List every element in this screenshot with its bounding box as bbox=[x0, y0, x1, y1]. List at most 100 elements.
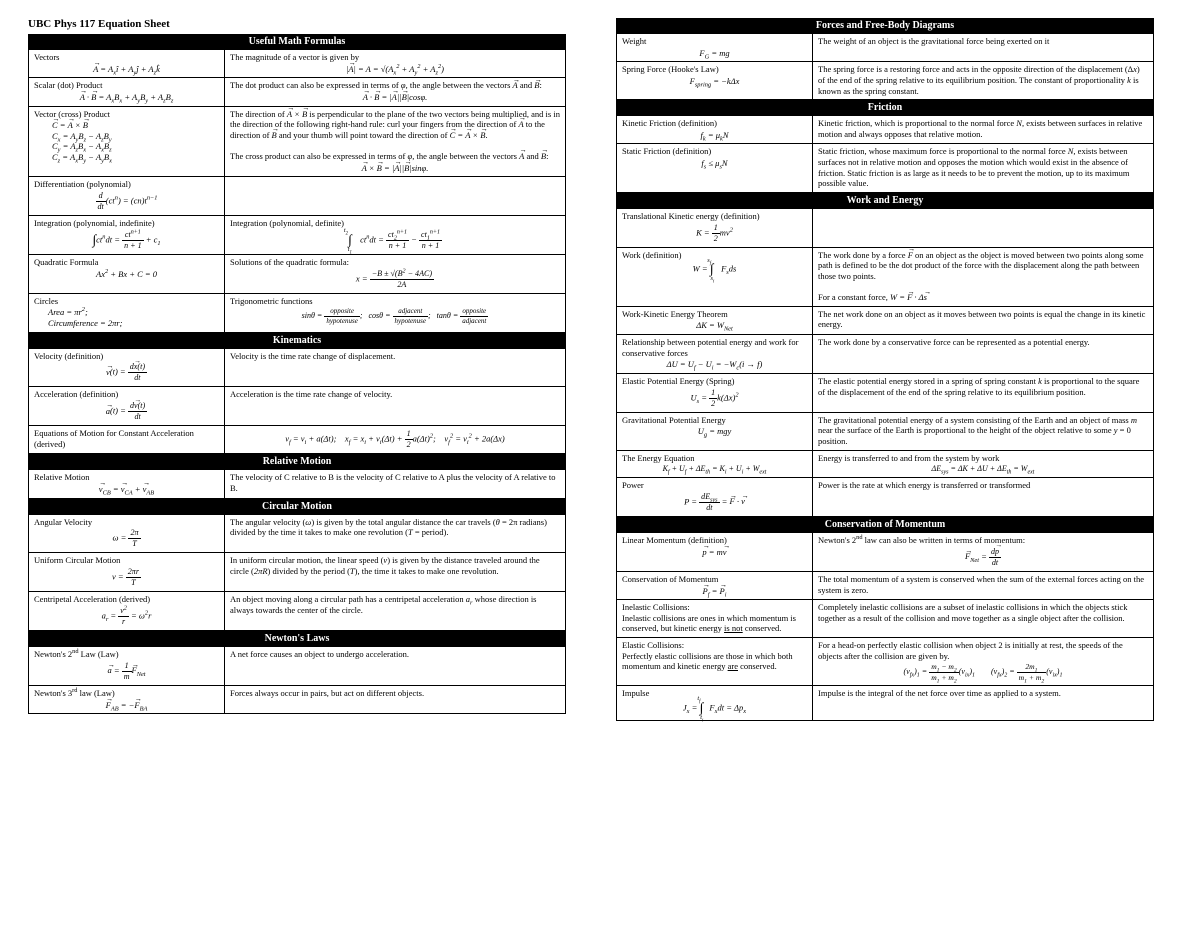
formula: A · B = AxBx + AyBy + AzBz bbox=[34, 92, 219, 103]
desc: Velocity is the time rate change of disp… bbox=[225, 349, 565, 387]
formula: FG = mg bbox=[622, 48, 807, 59]
label: Relationship between potential energy an… bbox=[622, 337, 798, 358]
formula: Fspring = −kΔx bbox=[622, 76, 807, 87]
desc: The total momentum of a system is conser… bbox=[813, 572, 1153, 599]
formula: ∫ctndt = ctn+1n + 1 + c1 bbox=[34, 230, 219, 251]
formula: x = −B ± √(B2 − 4AC)2A bbox=[230, 269, 560, 290]
label: Gravitational Potential Energy bbox=[622, 415, 726, 425]
desc: Static friction, whose maximum force is … bbox=[813, 144, 1153, 192]
formula: vf = vi + a(Δt); xf = xi + vi(Δt) + 12a(… bbox=[230, 429, 560, 450]
label: The Energy Equation bbox=[622, 453, 695, 463]
row-vel: Velocity (definition) v(t) = dx(t)dt Vel… bbox=[28, 349, 566, 388]
label: Linear Momentum (definition) bbox=[622, 535, 727, 545]
desc: An object moving along a circular path h… bbox=[225, 592, 565, 630]
label: Newton's 2nd Law (Law) bbox=[34, 649, 119, 659]
formula: ω = 2πT bbox=[34, 528, 219, 549]
formula: ∫t1t2ctndt = ct2n+1n + 1 − ct1n+1n + 1 bbox=[230, 230, 560, 251]
row-diff: Differentiation (polynomial) ddt(ctn) = … bbox=[28, 177, 566, 216]
formula: Kf + Uf + ΔEth = Ki + Ui + Wext bbox=[622, 464, 807, 474]
formula: Ug = mgy bbox=[622, 426, 807, 437]
row-quad: Quadratic Formula Ax2 + Bx + C = 0 Solut… bbox=[28, 255, 566, 294]
section-math: Useful Math Formulas bbox=[28, 34, 566, 50]
row-pe: Relationship between potential energy an… bbox=[616, 335, 1154, 374]
desc: For a head-on perfectly elastic collisio… bbox=[818, 640, 1123, 661]
desc: Acceleration is the time rate change of … bbox=[225, 387, 565, 425]
desc: The gravitational potential energy of a … bbox=[813, 413, 1153, 450]
row-mom: Linear Momentum (definition) p = mv Newt… bbox=[616, 533, 1154, 572]
label: Newton's 3rd law (Law) bbox=[34, 688, 115, 698]
desc: The spring force is a restoring force an… bbox=[813, 62, 1153, 99]
row-kf: Kinetic Friction (definition) fk = μkN K… bbox=[616, 116, 1154, 144]
row-pow: Power P = dEsysdt = F · v Power is the r… bbox=[616, 478, 1154, 517]
formula: v(t) = dx(t)dt bbox=[34, 362, 219, 383]
desc: The angular velocity (ω) is given by the… bbox=[225, 515, 565, 553]
row-ke: Translational Kinetic energy (definition… bbox=[616, 209, 1154, 248]
formula: Ax2 + Bx + C = 0 bbox=[34, 269, 219, 280]
formula: p = mv bbox=[622, 547, 807, 558]
row-vectors: Vectors A = Axî + Ayĵ + Azk̂ The magnitu… bbox=[28, 50, 566, 78]
formula: a = 1mFNet bbox=[34, 661, 219, 682]
row-imp: Impulse Jx = ∫titfFxdt = Δpx Impulse is … bbox=[616, 686, 1154, 721]
label: Velocity (definition) bbox=[34, 351, 103, 361]
desc bbox=[813, 209, 1153, 247]
desc: The elastic potential energy stored in a… bbox=[813, 374, 1153, 412]
formula: v = 2πrT bbox=[34, 567, 219, 588]
label: Spring Force (Hooke's Law) bbox=[622, 64, 719, 74]
formula: ddt(ctn) = (cn)tn−1 bbox=[34, 191, 219, 212]
label: Acceleration (definition) bbox=[34, 389, 118, 399]
label: Vectors bbox=[34, 52, 60, 62]
section-kin: Kinematics bbox=[28, 333, 566, 349]
row-epe: Elastic Potential Energy (Spring) Us = 1… bbox=[616, 374, 1154, 413]
formula: ΔEsys = ΔK + ΔU + ΔEth = Wext bbox=[818, 464, 1148, 474]
desc: The direction of A × B is perpendicular … bbox=[230, 109, 560, 162]
row-el: Elastic Collisions: Perfectly elastic co… bbox=[616, 638, 1154, 686]
formula: A = Axî + Ayĵ + Azk̂ bbox=[34, 64, 219, 75]
formula: a(t) = dv(t)dt bbox=[34, 401, 219, 422]
section-circ: Circular Motion bbox=[28, 499, 566, 515]
row-cross: Vector (cross) Product C = A × B Cx = Ay… bbox=[28, 107, 566, 178]
desc: Power is the rate at which energy is tra… bbox=[813, 478, 1153, 516]
desc: Newton's 2nd law can also be written in … bbox=[818, 535, 1025, 545]
formula: ΔK = WNet bbox=[622, 320, 807, 331]
formula: fs ≤ μsN bbox=[622, 158, 807, 169]
desc: A net force causes an object to undergo … bbox=[225, 647, 565, 685]
desc: The work done by a conservative force ca… bbox=[813, 335, 1153, 373]
desc: The velocity of C relative to B is the v… bbox=[225, 470, 565, 497]
formula: ΔU = Uf − Ui = −Wc(i → f) bbox=[622, 359, 807, 370]
desc: Forces always occur in pairs, but act on… bbox=[225, 686, 565, 713]
formula: A × B = |A||B|sinφ. bbox=[230, 163, 560, 174]
label: Relative Motion bbox=[34, 472, 89, 482]
section-forces: Forces and Free-Body Diagrams bbox=[616, 18, 1154, 34]
row-ee: The Energy Equation Kf + Uf + ΔEth = Ki … bbox=[616, 451, 1154, 479]
formula: vCB = vCA + vAB bbox=[34, 484, 219, 495]
row-relm: Relative Motion vCB = vCA + vAB The velo… bbox=[28, 470, 566, 498]
desc: The magnitude of a vector is given by bbox=[230, 52, 359, 62]
label: Impulse bbox=[622, 688, 649, 698]
formula: W = ∫sisfFsds bbox=[622, 261, 807, 278]
row-eqm: Equations of Motion for Constant Acceler… bbox=[28, 426, 566, 454]
section-rel: Relative Motion bbox=[28, 454, 566, 470]
row-dot: Scalar (dot) Product A · B = AxBx + AyBy… bbox=[28, 78, 566, 106]
label: Angular Velocity bbox=[34, 517, 92, 527]
row-sf: Static Friction (definition) fs ≤ μsN St… bbox=[616, 144, 1154, 193]
label: Integration (polynomial, indefinite) bbox=[34, 218, 155, 228]
desc: The work done by a force F on an object … bbox=[818, 250, 1144, 281]
desc: The net work done on an object as it mov… bbox=[813, 307, 1153, 334]
row-n2: Newton's 2nd Law (Law) a = 1mFNet A net … bbox=[28, 647, 566, 686]
label: Work (definition) bbox=[622, 250, 682, 260]
formula: FNet = dpdt bbox=[818, 547, 1148, 568]
formula: FAB = −FBA bbox=[34, 700, 219, 711]
row-ucm: Uniform Circular Motion v = 2πrT In unif… bbox=[28, 553, 566, 592]
row-wket: Work-Kinetic Energy Theorem ΔK = WNet Th… bbox=[616, 307, 1154, 335]
section-friction: Friction bbox=[616, 100, 1154, 116]
formula: For a constant force, W = F · Δs bbox=[818, 292, 927, 302]
label: Kinetic Friction (definition) bbox=[622, 118, 717, 128]
desc-l: Inelastic collisions are ones in which m… bbox=[622, 613, 796, 634]
label: Centripetal Acceleration (derived) bbox=[34, 594, 150, 604]
row-work: Work (definition) W = ∫sisfFsds The work… bbox=[616, 248, 1154, 307]
desc: Energy is transferred to and from the sy… bbox=[818, 453, 999, 463]
desc: In uniform circular motion, the linear s… bbox=[225, 553, 565, 591]
label: Elastic Potential Energy (Spring) bbox=[622, 376, 734, 386]
formula: ar = v2r = ω2r bbox=[34, 606, 219, 627]
label2: Solutions of the quadratic formula: bbox=[230, 257, 349, 267]
